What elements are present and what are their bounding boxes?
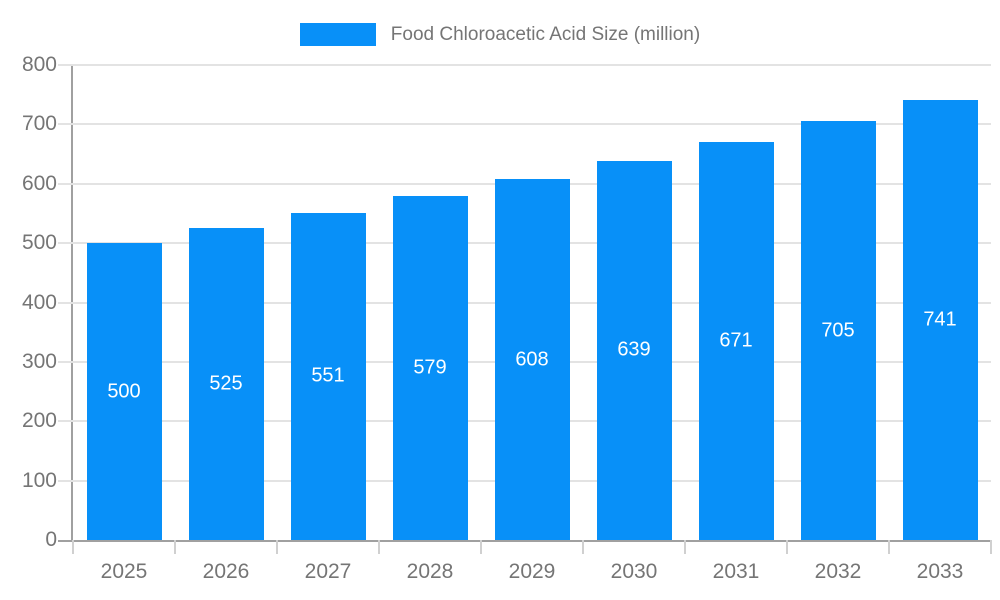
bar-value-label: 671 bbox=[719, 329, 753, 352]
gridline bbox=[58, 64, 991, 66]
bar-value-label: 525 bbox=[209, 372, 243, 395]
x-axis-tick bbox=[72, 540, 74, 554]
x-axis-tick-label: 2026 bbox=[202, 560, 250, 583]
bar-2025: 500 bbox=[86, 243, 162, 540]
bar-2027: 551 bbox=[290, 212, 366, 540]
y-axis-tick-label: 400 bbox=[21, 290, 57, 314]
legend[interactable]: Food Chloroacetic Acid Size (million) bbox=[0, 20, 1000, 48]
x-axis-tick-label: 2030 bbox=[610, 560, 658, 583]
x-axis-tick bbox=[888, 540, 890, 554]
y-axis-tick-label: 200 bbox=[21, 409, 57, 433]
legend-swatch[interactable] bbox=[299, 22, 376, 46]
legend-label[interactable]: Food Chloroacetic Acid Size (million) bbox=[390, 23, 701, 45]
x-axis-tick bbox=[276, 540, 278, 554]
bar-value-label: 608 bbox=[515, 348, 549, 370]
x-axis-tick bbox=[378, 540, 380, 554]
x-axis-tick bbox=[990, 540, 992, 554]
bar-2033: 741 bbox=[902, 100, 978, 540]
bar-2026: 525 bbox=[188, 228, 264, 540]
x-axis-tick-label: 2031 bbox=[712, 560, 760, 583]
x-axis-tick-label: 2029 bbox=[508, 560, 556, 583]
bar-2029: 608 bbox=[494, 179, 570, 540]
y-axis-tick-label: 700 bbox=[21, 112, 57, 136]
x-axis-tick bbox=[684, 540, 686, 554]
y-axis-tick-label: 600 bbox=[21, 171, 57, 195]
x-axis-tick-label: 2027 bbox=[304, 560, 352, 583]
y-axis-tick-label: 500 bbox=[21, 231, 57, 255]
y-axis-line bbox=[71, 65, 73, 542]
x-axis-line bbox=[71, 540, 991, 542]
bar-2031: 671 bbox=[698, 141, 774, 540]
bar-value-label: 741 bbox=[923, 308, 957, 331]
x-axis-tick-label: 2028 bbox=[406, 560, 454, 583]
y-axis-tick-label: 100 bbox=[21, 468, 57, 492]
x-axis-tick bbox=[174, 540, 176, 554]
y-axis-zero-tick bbox=[58, 540, 71, 542]
bar-2028: 579 bbox=[392, 196, 468, 540]
bar-2030: 639 bbox=[596, 160, 672, 540]
x-axis-tick bbox=[786, 540, 788, 554]
plot-area: 0 100 200 300 400 500 600 700 800 500 2025 525 2026 5… bbox=[22, 53, 992, 583]
bar-value-label: 500 bbox=[107, 380, 141, 403]
y-axis-tick-label: 800 bbox=[21, 53, 57, 76]
y-axis-tick-label: 0 bbox=[45, 528, 57, 551]
bar-value-label: 705 bbox=[821, 319, 855, 342]
bar-value-label: 551 bbox=[311, 364, 345, 387]
bar-value-label: 579 bbox=[413, 356, 447, 379]
x-axis-tick-label: 2033 bbox=[916, 560, 964, 583]
bar-value-label: 639 bbox=[617, 338, 651, 361]
bar-2032: 705 bbox=[800, 121, 876, 540]
x-axis-tick bbox=[582, 540, 584, 554]
gridline bbox=[58, 123, 991, 126]
x-axis-tick-label: 2025 bbox=[100, 560, 148, 583]
y-axis-tick-label: 300 bbox=[21, 349, 57, 373]
x-axis-tick-label: 2032 bbox=[814, 560, 862, 583]
x-axis-tick bbox=[480, 540, 482, 554]
